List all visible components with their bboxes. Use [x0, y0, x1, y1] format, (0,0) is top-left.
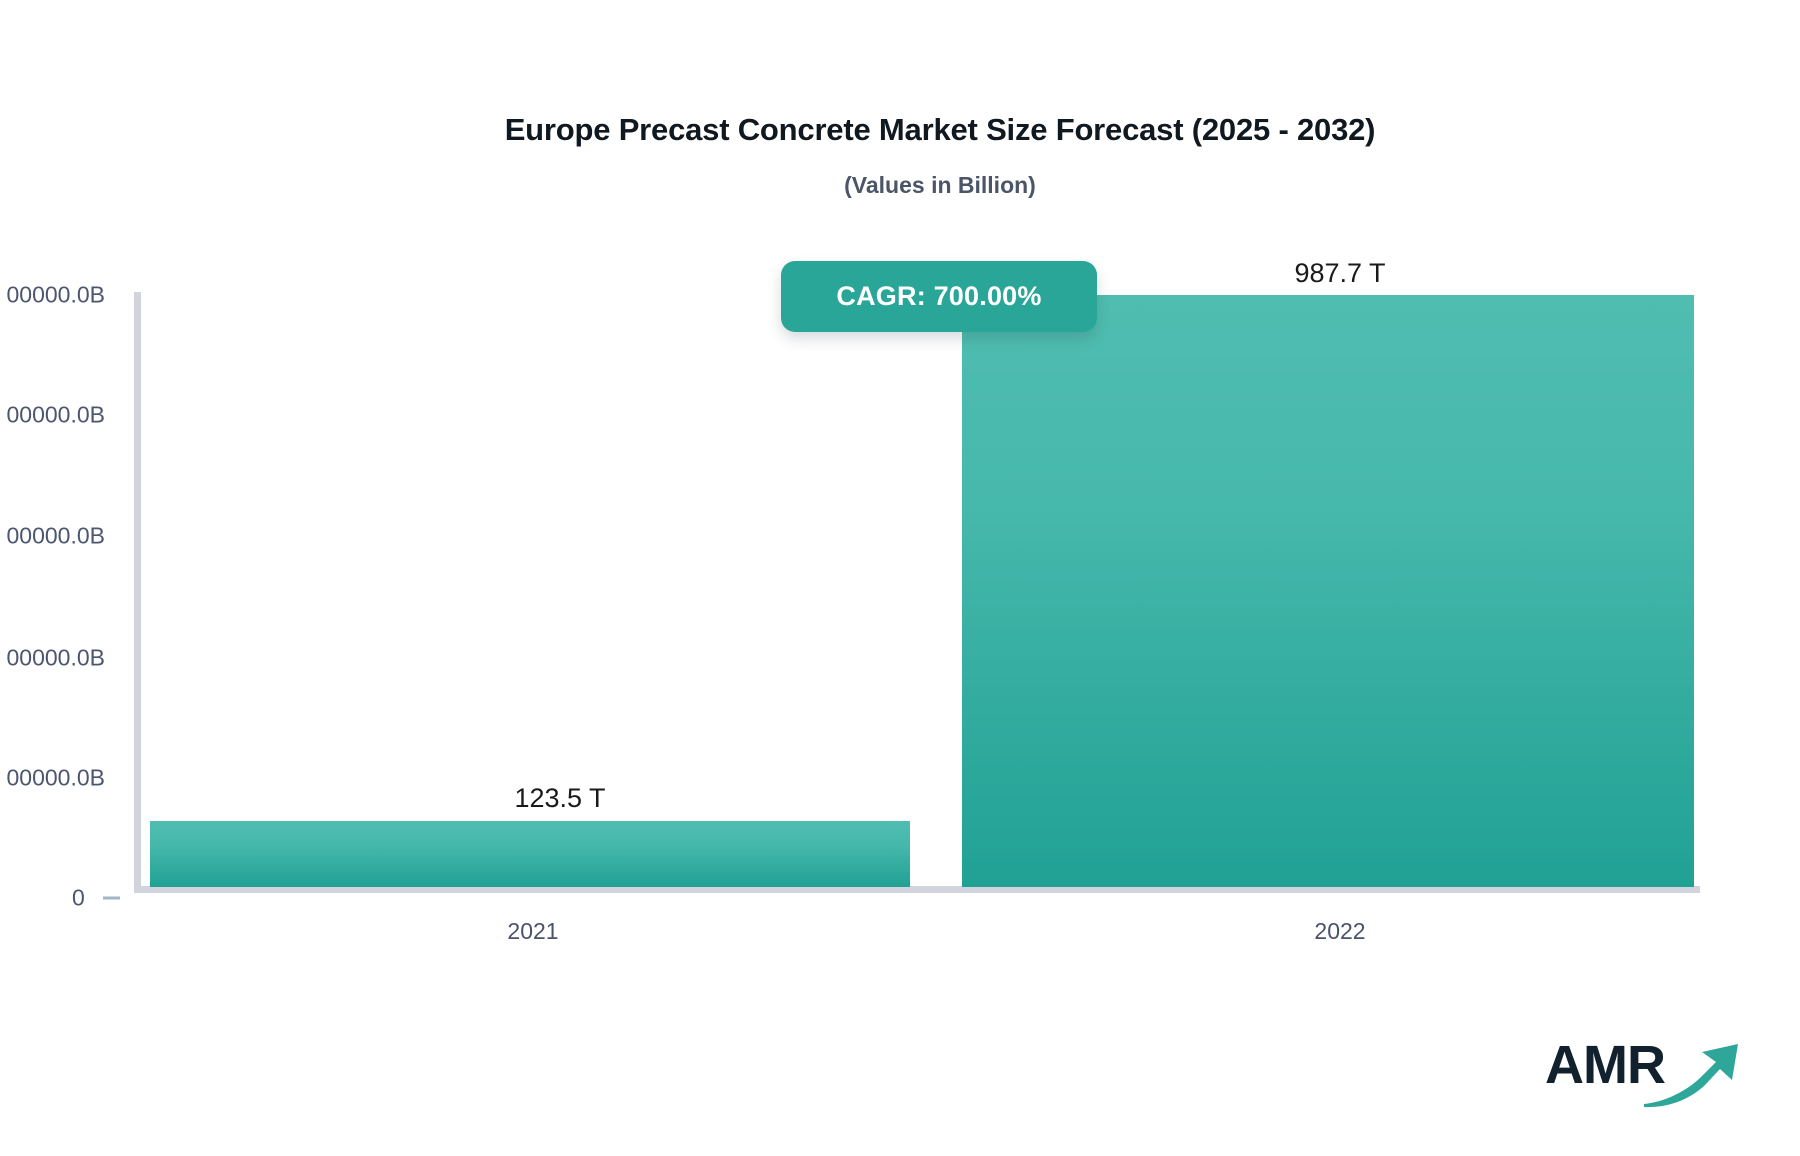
- cagr-badge[interactable]: CAGR: 700.00%: [781, 261, 1097, 332]
- chart-title: Europe Precast Concrete Market Size Fore…: [504, 112, 1376, 147]
- y-axis-tick-label-4: 00000.0B: [6, 401, 105, 428]
- bar-2022[interactable]: [962, 295, 1694, 887]
- amr-logo-text: AMR: [1545, 1035, 1666, 1095]
- bar-2021[interactable]: [150, 821, 910, 887]
- y-axis-tick-label-2: 00000.0B: [6, 644, 105, 671]
- y-axis-tick-label-3: 00000.0B: [6, 522, 105, 549]
- y-axis-tick-label-5: 00000.0B: [6, 281, 105, 308]
- bar-value-label-2022: 987.7 T: [1294, 258, 1386, 288]
- x-axis-tick-label-2022: 2022: [1314, 918, 1366, 944]
- y-axis-tick-label-zero: 0: [72, 884, 85, 911]
- cagr-badge-label: CAGR: 700.00%: [836, 281, 1042, 311]
- bar-value-label-2021: 123.5 T: [514, 783, 606, 813]
- growth-arrow-icon: [1644, 1044, 1738, 1108]
- y-axis-zero-tick-dash: [103, 896, 120, 900]
- x-axis-tick-label-2021: 2021: [507, 918, 559, 944]
- chart-subtitle: (Values in Billion): [844, 172, 1036, 198]
- y-axis-line: [134, 292, 141, 892]
- amr-logo: AMR: [1545, 1036, 1745, 1114]
- x-axis-baseline: [134, 886, 1700, 893]
- y-axis-tick-label-1: 00000.0B: [6, 764, 105, 791]
